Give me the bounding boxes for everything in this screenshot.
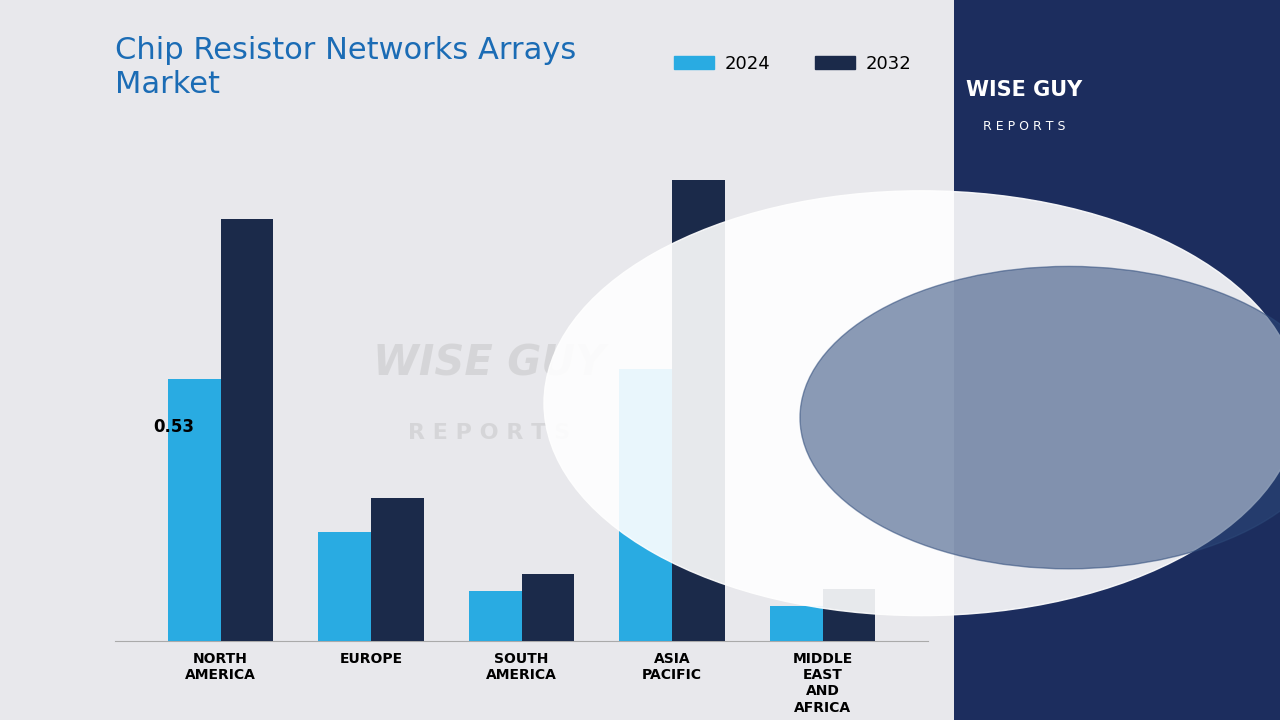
Legend: 2024, 2032: 2024, 2032	[667, 48, 919, 80]
Bar	[319, 532, 371, 641]
Text: WISE GUY: WISE GUY	[966, 80, 1082, 100]
Bar	[168, 379, 220, 641]
Text: R E P O R T S: R E P O R T S	[983, 120, 1065, 132]
Bar	[220, 219, 273, 641]
Bar	[771, 606, 823, 641]
Bar	[620, 369, 672, 641]
Bar	[823, 589, 876, 641]
Text: 0.53: 0.53	[154, 418, 195, 436]
Bar	[672, 179, 724, 641]
Bar	[468, 591, 522, 641]
Bar	[371, 498, 424, 641]
Text: Chip Resistor Networks Arrays
Market: Chip Resistor Networks Arrays Market	[115, 36, 576, 99]
Bar	[522, 575, 575, 641]
Text: WISE GUY: WISE GUY	[372, 343, 605, 384]
Text: R E P O R T S: R E P O R T S	[408, 423, 570, 443]
